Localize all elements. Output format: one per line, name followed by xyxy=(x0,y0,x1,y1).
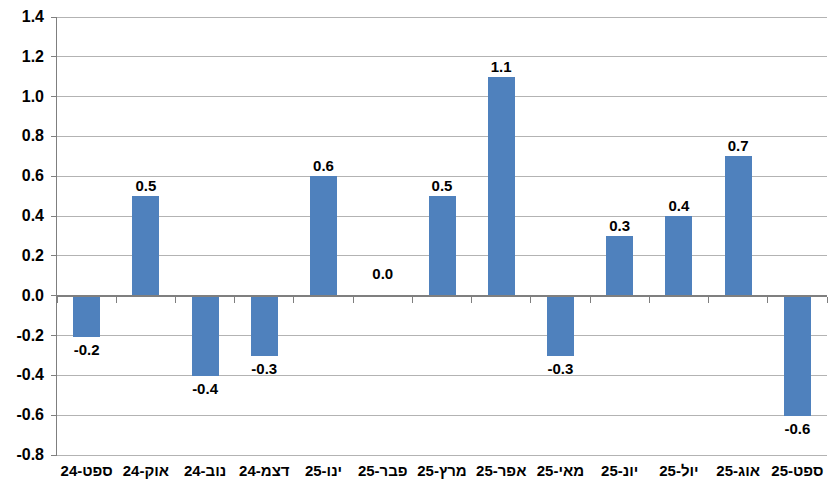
y-axis-tick-label: 0.2 xyxy=(0,247,44,265)
y-axis-tick-label: 0.8 xyxy=(0,127,44,145)
y-axis-tick-label: -0.4 xyxy=(0,366,44,384)
bar-chart: 1.4 1.2 1.0 0.8 0.6 0.4 0.2 0.0 -0.2 -0.4 -0.6 -0.8… xyxy=(0,0,834,491)
bar-value-label: -0.3 xyxy=(234,360,294,378)
y-axis-tick-label: 1.0 xyxy=(0,88,44,106)
bar xyxy=(429,196,456,296)
gridline xyxy=(57,375,827,376)
category-axis-tick xyxy=(530,297,531,303)
bar-value-label: 0.5 xyxy=(116,177,176,195)
gridline xyxy=(57,455,827,456)
bar xyxy=(488,77,515,296)
y-axis-tick-label: 1.4 xyxy=(0,8,44,26)
x-axis-line xyxy=(57,295,827,297)
gridline xyxy=(57,415,827,416)
category-axis-tick xyxy=(767,297,768,303)
category-axis-tick xyxy=(293,297,294,303)
bar xyxy=(784,297,811,416)
category-axis-tick xyxy=(116,297,117,303)
y-axis-tick-label: -0.8 xyxy=(0,446,44,464)
bar xyxy=(606,236,633,296)
bar xyxy=(73,297,100,337)
bar xyxy=(665,216,692,296)
y-axis-tick-label: 0.4 xyxy=(0,207,44,225)
bar xyxy=(310,176,337,295)
bar-value-label: 0.3 xyxy=(590,217,650,235)
category-axis-tick xyxy=(175,297,176,303)
gridline xyxy=(57,56,827,57)
bar-value-label: 0.5 xyxy=(412,177,472,195)
category-axis-tick xyxy=(471,297,472,303)
bar-value-label: 0.4 xyxy=(649,197,709,215)
bar xyxy=(251,297,278,357)
category-axis-tick xyxy=(827,297,828,303)
x-axis-label: ספט-25 xyxy=(762,462,833,480)
category-axis-tick xyxy=(353,297,354,303)
bar-value-label: -0.6 xyxy=(767,420,827,438)
category-axis-tick xyxy=(590,297,591,303)
gridline xyxy=(57,17,827,18)
bar-value-label: -0.2 xyxy=(57,341,117,359)
bar-value-label: 0.0 xyxy=(353,265,413,283)
y-axis-tick-label: 0.6 xyxy=(0,167,44,185)
bar-value-label: 0.7 xyxy=(708,137,768,155)
bar xyxy=(192,297,219,377)
gridline xyxy=(57,335,827,336)
category-axis-tick xyxy=(649,297,650,303)
bar-value-label: 0.6 xyxy=(294,157,354,175)
bar-value-label: 1.1 xyxy=(471,58,531,76)
y-axis-tick-label: -0.6 xyxy=(0,406,44,424)
bar xyxy=(132,196,159,296)
y-axis-line xyxy=(56,17,57,455)
category-axis-tick xyxy=(57,297,58,303)
bar-value-label: -0.4 xyxy=(175,380,235,398)
bar xyxy=(725,156,752,295)
y-axis-tick-label: 0.0 xyxy=(0,287,44,305)
bar xyxy=(547,297,574,357)
y-axis-tick-label: 1.2 xyxy=(0,48,44,66)
bar-value-label: -0.3 xyxy=(530,360,590,378)
category-axis-tick xyxy=(234,297,235,303)
y-axis-tick-label: -0.2 xyxy=(0,327,44,345)
category-axis-tick xyxy=(708,297,709,303)
category-axis-tick xyxy=(412,297,413,303)
gridline xyxy=(57,96,827,97)
